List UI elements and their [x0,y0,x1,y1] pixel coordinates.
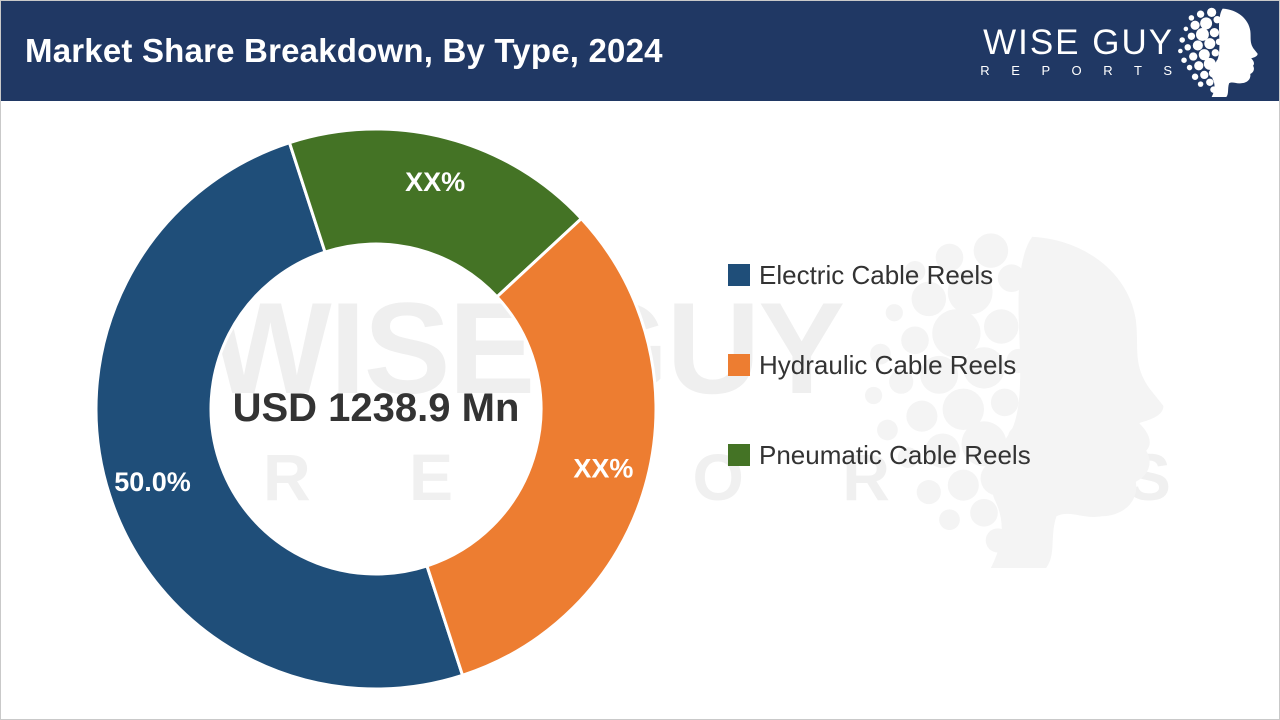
donut-slice-label-pneumatic-cable-reels: XX% [405,167,465,197]
legend-item-hydraulic-cable-reels: Hydraulic Cable Reels [728,349,1031,380]
donut-chart: 50.0% XX% XX% [94,127,658,691]
legend-item-pneumatic-cable-reels: Pneumatic Cable Reels [728,439,1031,470]
donut-slice-pneumatic-cable-reels [287,127,584,299]
legend-label-electric: Electric Cable Reels [759,259,994,290]
legend-swatch-hydraulic [728,354,750,376]
donut-slice-label-electric-cable-reels: 50.0% [114,467,191,497]
logo-wordmark: WISE GUY R E P O R T S [976,22,1181,78]
legend-swatch-pneumatic [728,444,750,466]
wiseguy-logo: WISE GUY R E P O R T S [976,1,1265,101]
logo-wordmark-line1: WISE GUY [983,22,1175,62]
legend-swatch-electric [728,264,750,286]
legend-item-electric-cable-reels: Electric Cable Reels [728,259,1031,290]
donut-center-value: USD 1238.9 Mn [232,386,520,430]
legend-label-pneumatic: Pneumatic Cable Reels [759,439,1031,470]
donut-slice-electric-cable-reels [94,140,465,691]
wiseguy-face-icon [1178,7,1258,97]
donut-slice-label-hydraulic-cable-reels: XX% [573,454,633,484]
header-bar: Market Share Breakdown, By Type, 2024 WI… [1,1,1279,101]
legend-label-hydraulic: Hydraulic Cable Reels [759,349,1017,380]
legend: Electric Cable Reels Hydraulic Cable Ree… [728,259,1031,531]
page-title: Market Share Breakdown, By Type, 2024 [25,32,663,69]
donut-slice-hydraulic-cable-reels [425,216,658,678]
logo-wordmark-line2: R E P O R T S [980,62,1181,78]
